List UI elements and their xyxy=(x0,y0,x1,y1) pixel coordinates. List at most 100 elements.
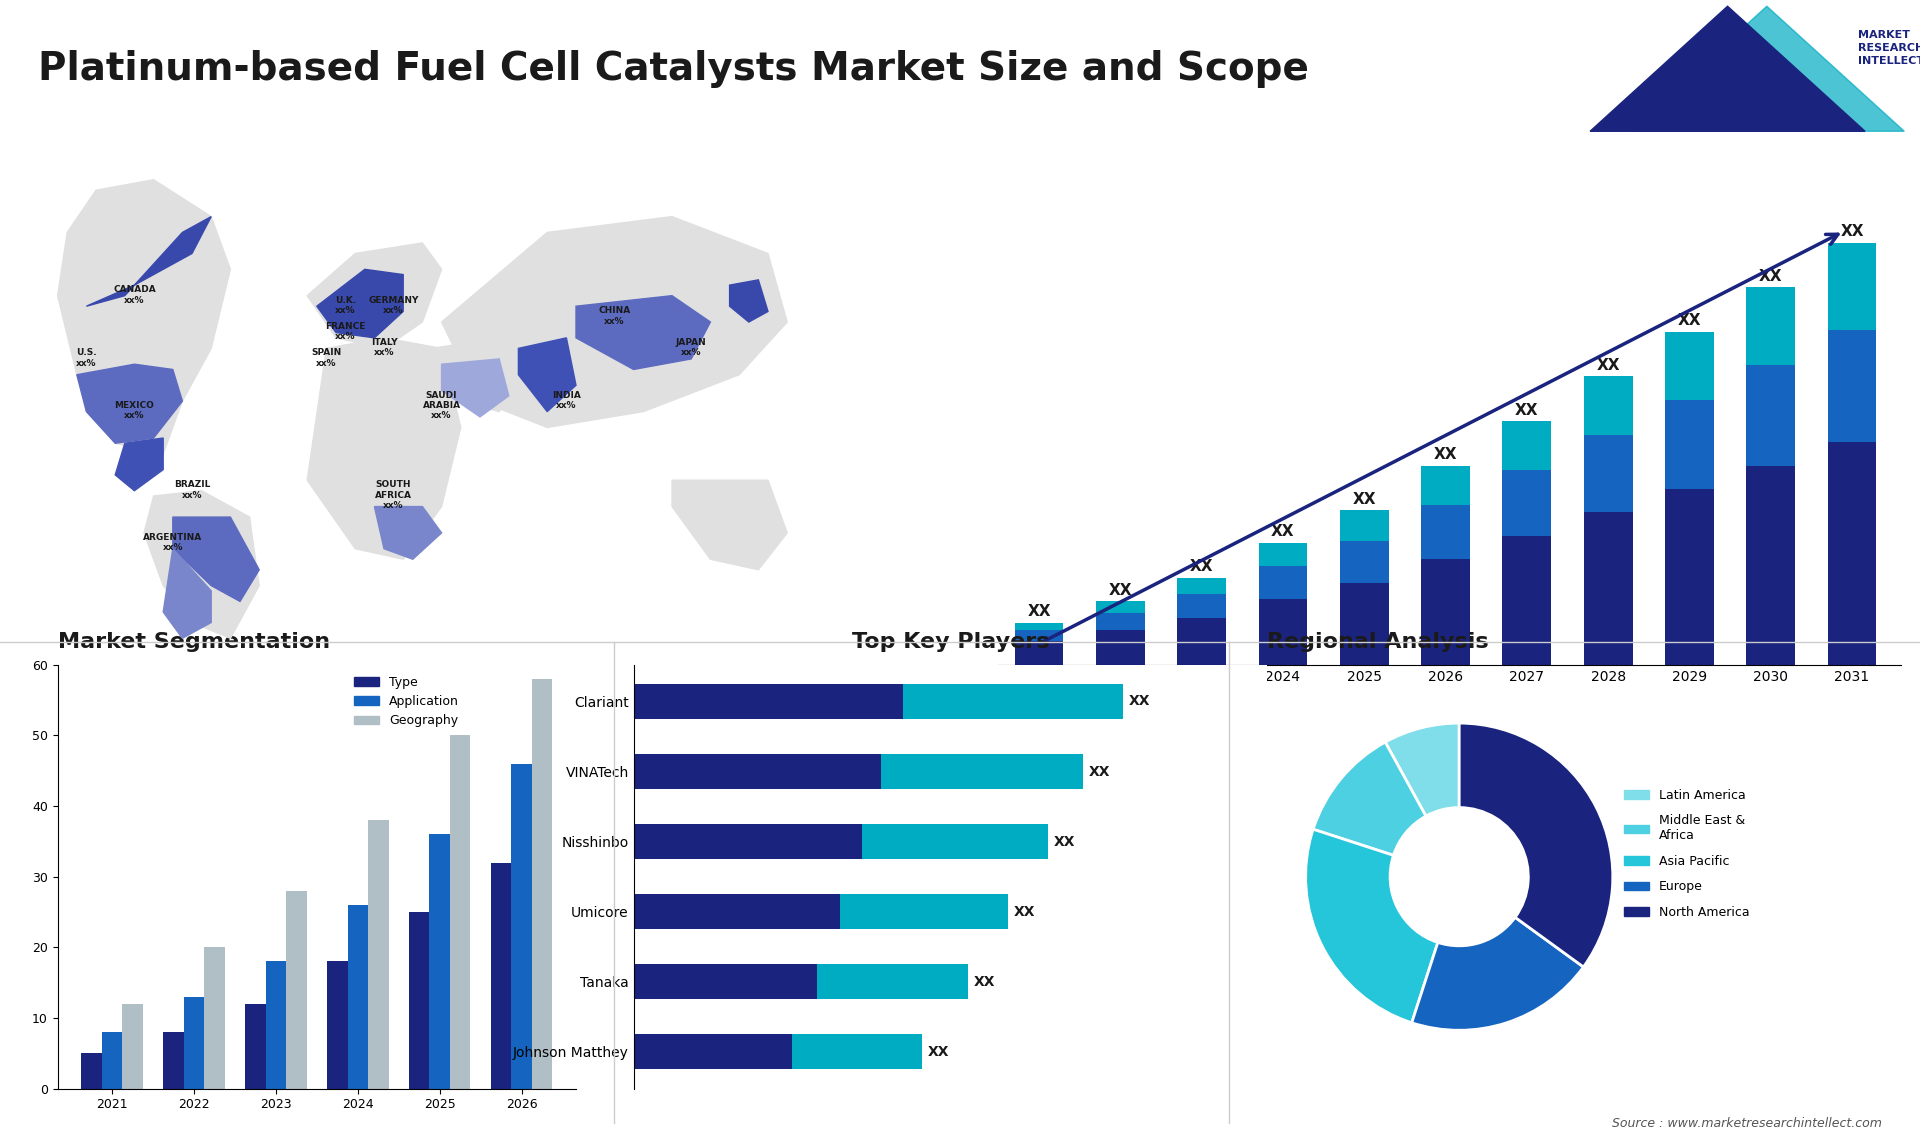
Text: ARGENTINA
xx%: ARGENTINA xx% xyxy=(144,533,202,552)
Polygon shape xyxy=(374,507,442,559)
Text: Market Segmentation: Market Segmentation xyxy=(58,631,330,652)
Text: XX: XX xyxy=(973,975,995,989)
Bar xyxy=(634,894,839,929)
Text: Top Key Players: Top Key Players xyxy=(852,631,1048,652)
Bar xyxy=(246,1004,265,1089)
Bar xyxy=(1665,332,1715,400)
Bar xyxy=(430,834,449,1089)
Polygon shape xyxy=(144,490,259,638)
Text: U.S.
xx%: U.S. xx% xyxy=(77,348,96,368)
Bar xyxy=(634,824,862,860)
Bar xyxy=(1096,602,1144,613)
Text: SOUTH
AFRICA
xx%: SOUTH AFRICA xx% xyxy=(374,480,413,510)
Bar xyxy=(1584,377,1632,435)
Text: XX: XX xyxy=(1759,269,1782,284)
Bar xyxy=(511,763,532,1089)
Text: MEXICO
xx%: MEXICO xx% xyxy=(115,401,154,421)
Text: BRAZIL
xx%: BRAZIL xx% xyxy=(175,480,209,500)
Bar xyxy=(634,684,902,719)
Polygon shape xyxy=(86,217,211,306)
Bar xyxy=(326,961,348,1089)
Bar xyxy=(1177,578,1227,595)
Text: XX: XX xyxy=(1190,559,1213,574)
Bar xyxy=(1503,536,1551,665)
Bar xyxy=(634,754,881,790)
Text: JAPAN
xx%: JAPAN xx% xyxy=(676,338,707,358)
Bar xyxy=(839,894,1008,929)
Bar xyxy=(1828,243,1876,330)
Text: U.K.
xx%: U.K. xx% xyxy=(334,296,357,315)
Text: XX: XX xyxy=(1678,314,1701,329)
Bar xyxy=(1584,435,1632,512)
Polygon shape xyxy=(672,480,787,570)
Bar xyxy=(204,948,225,1089)
Bar xyxy=(1177,618,1227,665)
Bar xyxy=(532,678,553,1089)
Bar xyxy=(286,890,307,1089)
Bar xyxy=(369,821,388,1089)
Text: ITALY
xx%: ITALY xx% xyxy=(371,338,397,358)
Text: XX: XX xyxy=(1108,583,1133,598)
Bar xyxy=(409,912,430,1089)
Bar xyxy=(902,684,1123,719)
Polygon shape xyxy=(1630,6,1905,132)
Polygon shape xyxy=(576,296,710,369)
Text: XX: XX xyxy=(1027,604,1050,619)
Bar xyxy=(1747,364,1795,465)
Polygon shape xyxy=(432,338,518,411)
Text: XX: XX xyxy=(927,1045,948,1059)
Wedge shape xyxy=(1306,830,1438,1022)
Bar xyxy=(1503,470,1551,536)
Bar xyxy=(348,905,369,1089)
Polygon shape xyxy=(77,364,182,444)
Legend: Type, Application, Geography: Type, Application, Geography xyxy=(349,670,465,732)
Bar xyxy=(1421,559,1471,665)
Bar xyxy=(818,964,968,999)
Wedge shape xyxy=(1411,917,1584,1030)
Bar xyxy=(1665,489,1715,665)
Bar xyxy=(1258,599,1308,665)
Text: FRANCE
xx%: FRANCE xx% xyxy=(324,322,367,342)
Text: XX: XX xyxy=(1271,525,1294,540)
Text: INDIA
xx%: INDIA xx% xyxy=(551,391,582,410)
Polygon shape xyxy=(307,243,442,348)
Bar xyxy=(163,1033,184,1089)
Bar xyxy=(81,1053,102,1089)
Text: GERMANY
xx%: GERMANY xx% xyxy=(369,296,419,315)
Text: XX: XX xyxy=(1129,694,1150,708)
Bar xyxy=(492,863,511,1089)
Text: CHINA
xx%: CHINA xx% xyxy=(599,306,630,325)
Bar xyxy=(1014,622,1064,629)
Text: SPAIN
xx%: SPAIN xx% xyxy=(311,348,342,368)
Bar xyxy=(634,1035,791,1069)
Bar xyxy=(1014,629,1064,642)
Text: XX: XX xyxy=(1515,402,1538,417)
Text: XX: XX xyxy=(1596,358,1620,372)
Bar xyxy=(265,961,286,1089)
Polygon shape xyxy=(307,338,461,559)
Bar xyxy=(1665,400,1715,489)
Bar xyxy=(1828,442,1876,665)
Text: XX: XX xyxy=(1014,904,1035,919)
Text: XX: XX xyxy=(1352,492,1377,507)
Bar xyxy=(184,997,204,1089)
Polygon shape xyxy=(317,269,403,338)
Polygon shape xyxy=(115,438,163,490)
Bar xyxy=(1747,288,1795,364)
Polygon shape xyxy=(518,338,576,411)
Bar xyxy=(1503,421,1551,470)
Polygon shape xyxy=(730,280,768,322)
Bar xyxy=(1747,465,1795,665)
Bar xyxy=(1258,543,1308,566)
Bar xyxy=(102,1033,123,1089)
Text: Source : www.marketresearchintellect.com: Source : www.marketresearchintellect.com xyxy=(1611,1116,1882,1130)
Bar xyxy=(1421,465,1471,505)
Bar xyxy=(1584,512,1632,665)
Text: XX: XX xyxy=(1434,447,1457,462)
Wedge shape xyxy=(1384,723,1459,816)
Text: SAUDI
ARABIA
xx%: SAUDI ARABIA xx% xyxy=(422,391,461,421)
Legend: Latin America, Middle East &
Africa, Asia Pacific, Europe, North America: Latin America, Middle East & Africa, Asi… xyxy=(1619,784,1755,924)
Polygon shape xyxy=(163,549,211,638)
Text: CANADA
xx%: CANADA xx% xyxy=(113,285,156,305)
Text: XX: XX xyxy=(1089,764,1110,778)
